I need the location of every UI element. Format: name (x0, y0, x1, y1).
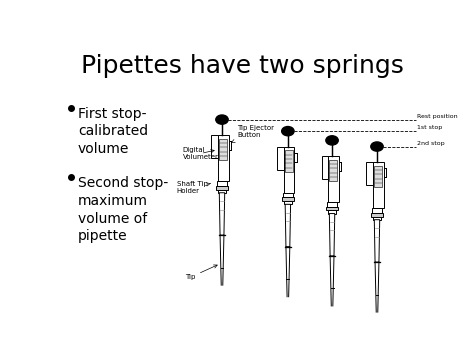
Polygon shape (219, 193, 225, 235)
Bar (373, 208, 382, 213)
Bar (373, 162, 383, 208)
Bar (219, 139, 227, 160)
Ellipse shape (326, 136, 338, 145)
Bar (328, 156, 338, 202)
Bar (366, 162, 373, 185)
Bar (328, 202, 337, 207)
Bar (373, 217, 381, 220)
Bar (329, 160, 337, 181)
Polygon shape (285, 204, 291, 247)
Bar (218, 190, 226, 193)
Text: Digital
Volumeter: Digital Volumeter (183, 147, 219, 160)
Bar (211, 135, 218, 158)
Text: Tip Ejector
Button: Tip Ejector Button (231, 125, 274, 143)
Bar (283, 193, 292, 197)
Bar (282, 197, 294, 201)
Bar (218, 181, 227, 186)
Text: Pipettes have two springs: Pipettes have two springs (82, 54, 404, 78)
Bar (374, 166, 382, 187)
Bar (277, 147, 283, 170)
Polygon shape (329, 214, 335, 256)
Bar (285, 151, 293, 172)
Ellipse shape (371, 142, 383, 151)
Text: 1st stop: 1st stop (417, 125, 442, 130)
Ellipse shape (216, 115, 228, 124)
Bar (321, 156, 328, 179)
Text: 2nd stop: 2nd stop (417, 141, 444, 146)
Text: Rest position: Rest position (417, 114, 457, 119)
Bar (218, 135, 228, 181)
Bar (328, 211, 337, 214)
Text: First stop-
calibrated
volume: First stop- calibrated volume (78, 106, 148, 156)
Text: Tip: Tip (185, 265, 217, 280)
Polygon shape (374, 220, 380, 262)
Text: Shaft Tip
Holder: Shaft Tip Holder (177, 181, 210, 194)
Bar (283, 201, 292, 204)
Bar (371, 213, 383, 217)
Bar (283, 147, 294, 193)
Bar (216, 186, 228, 190)
Ellipse shape (282, 126, 294, 136)
Text: Second stop-
maximum
volume of
pipette: Second stop- maximum volume of pipette (78, 176, 168, 244)
Bar (326, 207, 338, 211)
